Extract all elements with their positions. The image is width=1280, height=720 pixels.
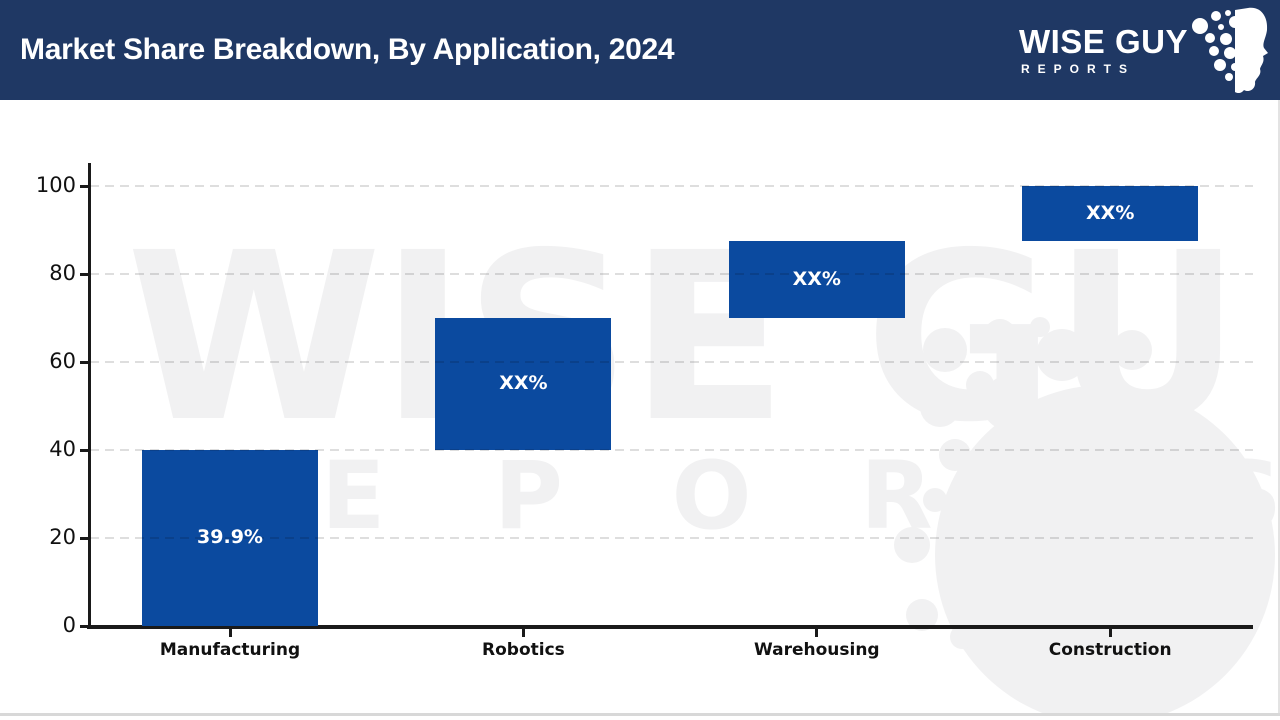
brand-name: WISE GUY: [1018, 22, 1188, 60]
y-tick-mark: [80, 624, 89, 628]
y-tick-label: 60: [49, 349, 76, 373]
brand-logo-text: WISE GUY REPORTS: [1019, 25, 1188, 76]
y-tick-label: 40: [49, 437, 76, 461]
bar-value-label: XX%: [792, 267, 841, 290]
gridline-40: [90, 449, 1253, 451]
y-tick-label: 0: [62, 613, 76, 637]
bar-robotics: [435, 318, 612, 451]
x-tick-label: Robotics: [482, 640, 565, 660]
page-title: Market Share Breakdown, By Application, …: [20, 33, 675, 66]
gridline-80: [90, 273, 1253, 275]
bar-value-label: XX%: [1086, 201, 1135, 224]
bar-warehousing: [728, 241, 905, 319]
bar-value-label: 39.9%: [197, 526, 263, 549]
brand-face-icon: [1192, 7, 1268, 94]
y-tick-mark: [80, 272, 89, 276]
x-tick-mark: [228, 629, 232, 637]
watermark-face-icon: [894, 317, 1275, 715]
gridline-100: [90, 185, 1253, 187]
y-tick-mark: [80, 184, 89, 188]
bottom-divider: [0, 713, 1280, 716]
x-axis-line: [87, 625, 1253, 629]
bar-value-label: XX%: [499, 372, 548, 395]
chart-area: WISE GU R E P O R T S 0 20 40 60 80 100 Manufa…: [0, 100, 1280, 715]
y-axis-line: [88, 163, 91, 628]
x-tick-label: Manufacturing: [159, 640, 301, 660]
gridline-20: [90, 537, 1253, 539]
x-tick-mark: [815, 629, 819, 637]
y-tick-label: 80: [49, 261, 76, 285]
y-tick-mark: [80, 448, 89, 452]
x-tick-label: Construction: [1048, 640, 1172, 660]
bar-construction: [1022, 186, 1199, 241]
gridline-60: [90, 361, 1253, 363]
brand-subtitle: REPORTS: [1020, 61, 1135, 76]
y-tick-mark: [80, 360, 89, 364]
y-tick-label: 100: [35, 173, 76, 197]
bar-manufacturing: [142, 450, 318, 626]
x-tick-mark: [521, 629, 525, 637]
right-divider: [1278, 100, 1280, 714]
brand-logo: WISE GUY REPORTS: [1019, 6, 1268, 94]
x-tick-mark: [1108, 629, 1112, 637]
y-tick-label: 20: [49, 525, 76, 549]
header-bar: Market Share Breakdown, By Application, …: [0, 0, 1280, 100]
x-tick-label: Warehousing: [753, 640, 880, 660]
y-tick-mark: [80, 536, 89, 540]
